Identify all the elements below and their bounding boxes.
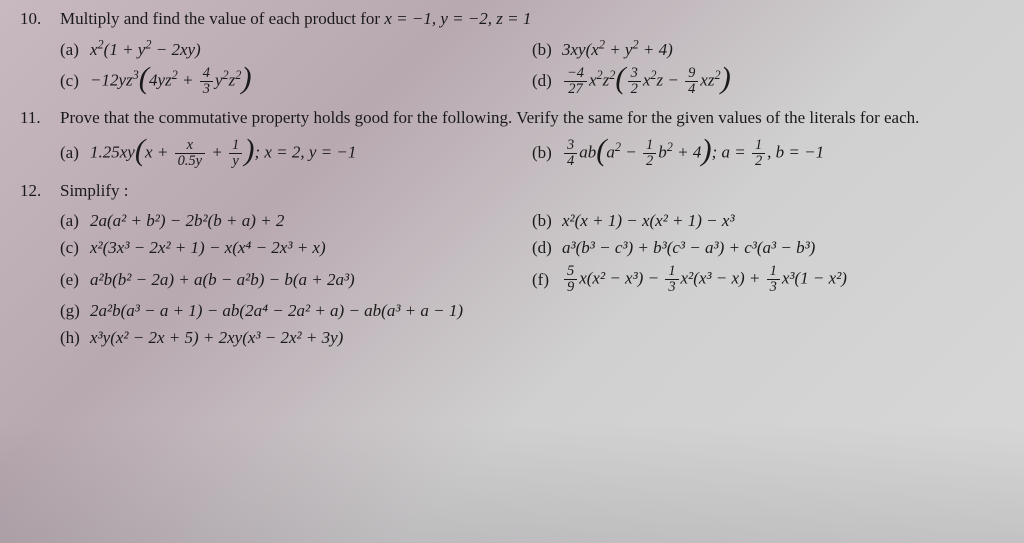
t: 3xy(x <box>562 40 599 59</box>
t: 3 <box>564 138 577 154</box>
q12c-label: (c) <box>60 237 90 260</box>
t: + y <box>605 40 633 59</box>
t: x(x² − x³) − <box>579 269 663 288</box>
q12h-label: (h) <box>60 327 90 350</box>
t: 1 <box>229 138 242 154</box>
t: y <box>215 70 223 89</box>
q12-stem: Simplify : <box>60 180 1004 203</box>
t: 1 <box>643 138 656 154</box>
t: − 2xy) <box>151 40 200 59</box>
t: 4 <box>200 66 213 82</box>
t: 0.5y <box>175 154 205 169</box>
q12g-expr: 2a²b(a³ − a + 1) − ab(2a⁴ − 2a² + a) − a… <box>90 300 1004 323</box>
q12c-expr: x²(3x³ − 2x² + 1) − x(x⁴ − 2x³ + x) <box>90 237 532 260</box>
t: 3 <box>200 82 213 97</box>
q11-stem: Prove that the commutative property hold… <box>60 107 1004 130</box>
q10-stem-pre: Multiply and find the value of each prod… <box>60 9 384 28</box>
page-shadow <box>0 423 1024 543</box>
t: 1 <box>665 264 678 280</box>
q11a-label: (a) <box>60 142 90 165</box>
t: −4 <box>564 66 587 82</box>
q12e-label: (e) <box>60 269 90 292</box>
t: + <box>207 143 227 162</box>
t: 4yz <box>149 70 172 89</box>
q12b-label: (b) <box>532 210 562 233</box>
t: 3 <box>767 280 780 295</box>
t: 4 <box>564 154 577 169</box>
q10-stem-cond: x = −1, y = −2, z = 1 <box>384 9 531 28</box>
q12a-label: (a) <box>60 210 90 233</box>
t: x³(1 − x²) <box>782 269 847 288</box>
t: −12yz <box>90 70 133 89</box>
q10c-expr: −12yz3(4yz2 + 43y2z2) <box>90 66 532 97</box>
q12d-expr: a³(b³ − c³) + b³(c³ − a³) + c³(a³ − b³) <box>562 237 1004 260</box>
t: − <box>621 143 641 162</box>
t: 5 <box>564 264 577 280</box>
t: (1 + y <box>104 40 146 59</box>
t: 1 <box>752 138 765 154</box>
t: + <box>178 70 198 89</box>
t: 2 <box>643 154 656 169</box>
t: x²(x³ − x) + <box>681 269 765 288</box>
q12f-expr: 59x(x² − x³) − 13x²(x³ − x) + 13x³(1 − x… <box>562 264 1004 295</box>
q12h-expr: x³y(x² − 2x + 5) + 2xy(x³ − 2x² + 3y) <box>90 327 1004 350</box>
t: + 4 <box>673 143 701 162</box>
t: 9 <box>564 280 577 295</box>
t: 27 <box>564 82 587 97</box>
q10d-expr: −427x2z2(32x2z − 94xz2) <box>562 66 1004 97</box>
t: + 4) <box>639 40 673 59</box>
t: x + <box>145 143 173 162</box>
t: 9 <box>685 66 698 82</box>
t: xz <box>700 70 714 89</box>
q11b-expr: 34ab(a2 − 12b2 + 4); a = 12, b = −1 <box>562 138 1004 169</box>
t: x <box>90 40 98 59</box>
t: ; a = <box>712 143 750 162</box>
q10a-expr: x2(1 + y2 − 2xy) <box>90 39 532 62</box>
q12a-expr: 2a(a² + b²) − 2b²(b + a) + 2 <box>90 210 532 233</box>
t: 2 <box>752 154 765 169</box>
t: y <box>229 154 242 169</box>
q11a-expr: 1.25xy(x + x0.5y + 1y); x = 2, y = −1 <box>90 138 532 169</box>
q11-num: 11. <box>20 107 60 171</box>
q10d-label: (d) <box>532 70 562 93</box>
t: , b = −1 <box>767 143 824 162</box>
q12e-expr: a²b(b² − 2a) + a(b − a²b) − b(a + 2a³) <box>90 269 532 292</box>
q10b-label: (b) <box>532 39 562 62</box>
t: 4 <box>685 82 698 97</box>
q10a-label: (a) <box>60 39 90 62</box>
q12-num: 12. <box>20 180 60 352</box>
t: ab <box>579 143 596 162</box>
t: 2 <box>628 82 641 97</box>
q10c-label: (c) <box>60 70 90 93</box>
q10b-expr: 3xy(x2 + y2 + 4) <box>562 39 1004 62</box>
t: 1 <box>767 264 780 280</box>
t: x <box>175 138 205 154</box>
q12b-expr: x²(x + 1) − x(x² + 1) − x³ <box>562 210 1004 233</box>
q10-stem: Multiply and find the value of each prod… <box>60 8 1004 31</box>
t: z − <box>656 70 683 89</box>
t: 3 <box>665 280 678 295</box>
t: b <box>658 143 667 162</box>
t: x <box>589 70 597 89</box>
q12f-label: (f) <box>532 269 562 292</box>
t: ; x = 2, y = −1 <box>254 143 356 162</box>
q12g-label: (g) <box>60 300 90 323</box>
q12d-label: (d) <box>532 237 562 260</box>
t: 3 <box>628 66 641 82</box>
q11b-label: (b) <box>532 142 562 165</box>
t: a <box>606 143 615 162</box>
q10-num: 10. <box>20 8 60 99</box>
t: 1.25xy <box>90 143 135 162</box>
